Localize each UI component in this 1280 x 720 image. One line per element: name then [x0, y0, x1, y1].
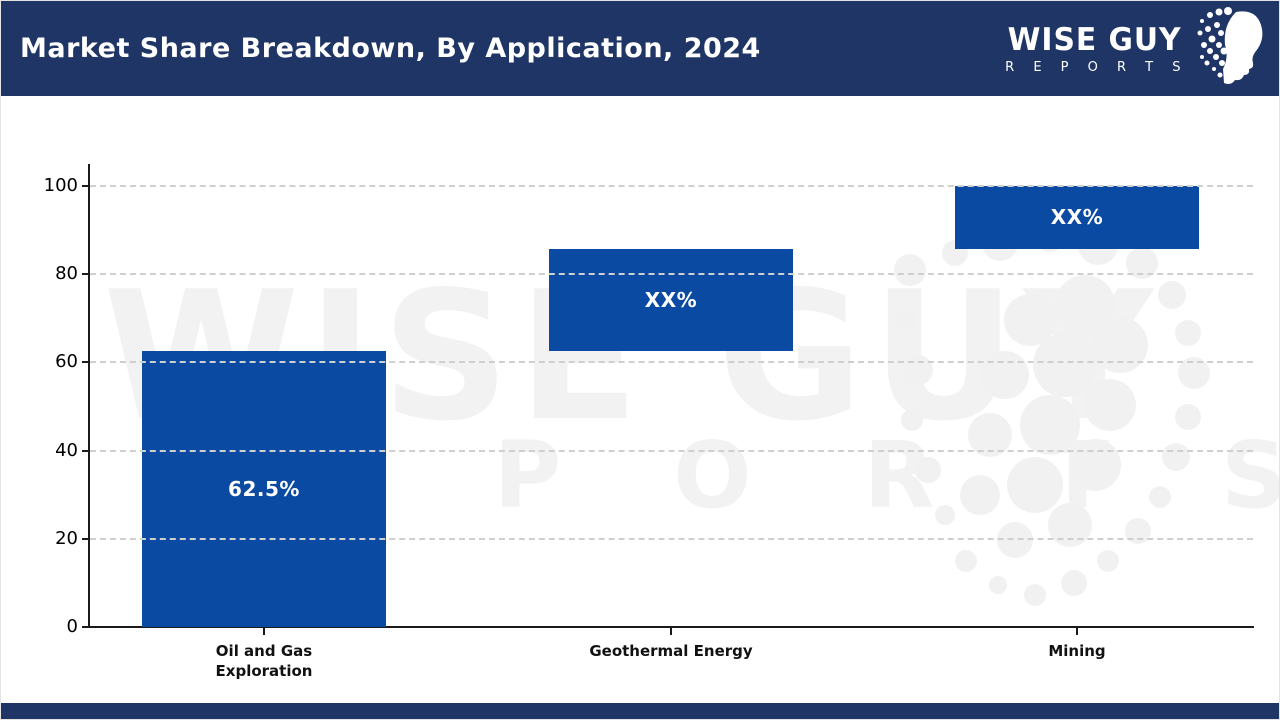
logo-wise-guy-text: WISE GUY: [1007, 21, 1182, 58]
footer-bar: [0, 703, 1280, 720]
y-tick-mark: [82, 449, 89, 452]
brand-logo: WISE GUY R E P O R T S: [1001, 6, 1266, 92]
y-tick-label: 100: [43, 175, 78, 196]
y-tick-label: 40: [55, 439, 78, 461]
bar-geothermal-energy: XX%: [549, 248, 793, 352]
bar-mining: XX%: [955, 186, 1199, 249]
y-tick-mark: [82, 361, 89, 364]
x-tick-mark: [1076, 628, 1078, 635]
logo-reports-text: R E P O R T S: [1005, 59, 1188, 75]
y-tick-label: 0: [66, 616, 78, 637]
bar-value-label: XX%: [644, 287, 698, 312]
y-tick-mark: [82, 185, 89, 187]
gridline: [90, 537, 1253, 540]
y-tick-label: 20: [55, 527, 78, 549]
gridline: [90, 449, 1253, 452]
x-category-label: Oil and Gas Exploration: [215, 642, 313, 681]
header-bar: Market Share Breakdown, By Application, …: [0, 0, 1280, 96]
gridline: [90, 273, 1253, 276]
x-tick-mark: [670, 628, 672, 635]
y-tick-mark: [82, 273, 89, 276]
x-category-label: Mining: [1048, 642, 1106, 660]
x-tick-mark: [263, 628, 265, 635]
y-tick-label: 80: [55, 263, 78, 285]
x-category-label: Geothermal Energy: [589, 642, 753, 660]
gridline: [90, 361, 1253, 364]
y-axis-line: [88, 164, 90, 628]
bar-value-label: XX%: [1050, 205, 1104, 230]
bar-value-label: 62.5%: [228, 477, 300, 502]
y-tick-mark: [82, 537, 89, 540]
y-tick-label: 60: [55, 351, 78, 373]
bar-oil-and-gas-exploration: 62.5%: [142, 351, 386, 627]
x-axis-line: [88, 626, 1254, 628]
logo-head-icon: [1197, 7, 1263, 84]
page-title: Market Share Breakdown, By Application, …: [20, 32, 761, 64]
y-tick-mark: [82, 626, 89, 628]
gridline: [90, 185, 1253, 187]
